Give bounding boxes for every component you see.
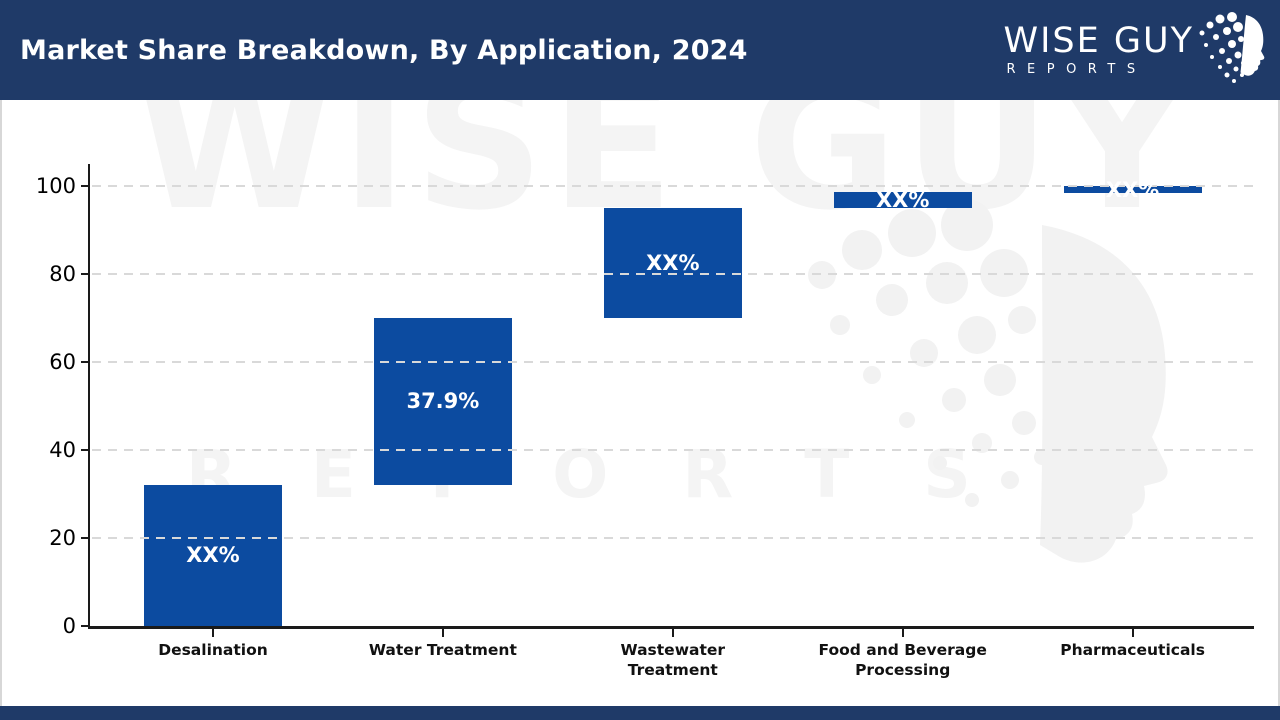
y-tick-label-0: 0	[62, 614, 76, 638]
x-category-label-line: Desalination	[158, 641, 268, 659]
x-category-label-line: Water Treatment	[368, 641, 517, 659]
bar-pharmaceuticals	[1063, 186, 1202, 194]
x-tick-food-and-beverage-processing	[901, 629, 904, 637]
x-tick-desalination	[212, 629, 214, 637]
header-bar: Market Share Breakdown, By Application, …	[0, 0, 1280, 100]
page-title: Market Share Breakdown, By Application, …	[20, 34, 748, 66]
y-tick-20	[81, 537, 90, 539]
gridline-80	[92, 273, 1254, 275]
x-category-label-pharmaceuticals: Pharmaceuticals	[1013, 640, 1253, 660]
x-category-label-line: Pharmaceuticals	[1060, 641, 1205, 659]
brand-head-icon	[1199, 12, 1265, 83]
gridline-40	[92, 449, 1254, 451]
y-tick-60	[81, 361, 90, 363]
bar-value-label-water-treatment: 37.9%	[406, 389, 480, 414]
x-axis-spine	[88, 626, 1254, 629]
watermark-head-icon	[808, 199, 1168, 563]
bar-desalination	[144, 484, 282, 626]
bar-water-treatment	[373, 318, 512, 485]
brand-name: WISE GUY	[1003, 21, 1194, 61]
watermark-subtext: REPORTS	[186, 436, 1045, 513]
gridline-60	[92, 361, 1254, 363]
bar-wastewater-treatment	[603, 208, 742, 318]
bar-value-label-desalination: XX%	[186, 543, 240, 568]
x-category-label-line: Wastewater	[620, 641, 726, 659]
brand-logo-text: WISE GUY REPORTS	[1003, 21, 1194, 77]
y-tick-label-60: 60	[49, 350, 76, 374]
bar-food-and-beverage-processing	[833, 191, 972, 209]
chart-area: WISE GUY REPORTS 0 20 40 60 80 100 XX% Desalina…	[0, 100, 1280, 706]
gridline-20	[92, 537, 1254, 539]
y-tick-label-20: 20	[49, 526, 76, 550]
bar-value-label-food-and-beverage-processing: XX%	[875, 188, 930, 213]
y-axis-spine	[88, 164, 90, 628]
y-tick-label-80: 80	[49, 262, 76, 286]
bar-value-label-wastewater-treatment: XX%	[646, 251, 700, 276]
y-tick-40	[81, 449, 90, 451]
x-category-label-food-and-beverage-processing: Food and Beverage Processing	[783, 640, 1023, 680]
x-category-label-wastewater-treatment: Wastewater Treatment	[553, 640, 793, 680]
x-tick-water-treatment	[441, 629, 444, 637]
bar-value-label-pharmaceuticals: XX%	[1105, 177, 1160, 202]
x-tick-pharmaceuticals	[1131, 629, 1134, 637]
gridline-100	[92, 185, 1254, 187]
brand-logo: WISE GUY REPORTS	[1003, 11, 1266, 89]
x-category-label-water-treatment: Water Treatment	[323, 640, 563, 660]
x-category-label-line: Treatment	[627, 661, 718, 679]
y-tick-label-100: 100	[35, 174, 76, 198]
x-category-label-line: Food and Beverage	[818, 641, 987, 659]
x-tick-wastewater-treatment	[671, 629, 674, 637]
brand-subtitle: REPORTS	[1006, 62, 1147, 77]
footer-bar	[0, 706, 1280, 720]
y-tick-0	[81, 625, 90, 627]
x-category-label-line: Processing	[855, 661, 951, 679]
x-category-label-desalination: Desalination	[93, 640, 333, 660]
y-tick-100	[81, 185, 90, 187]
y-tick-label-40: 40	[49, 438, 76, 462]
y-tick-80	[81, 273, 90, 275]
